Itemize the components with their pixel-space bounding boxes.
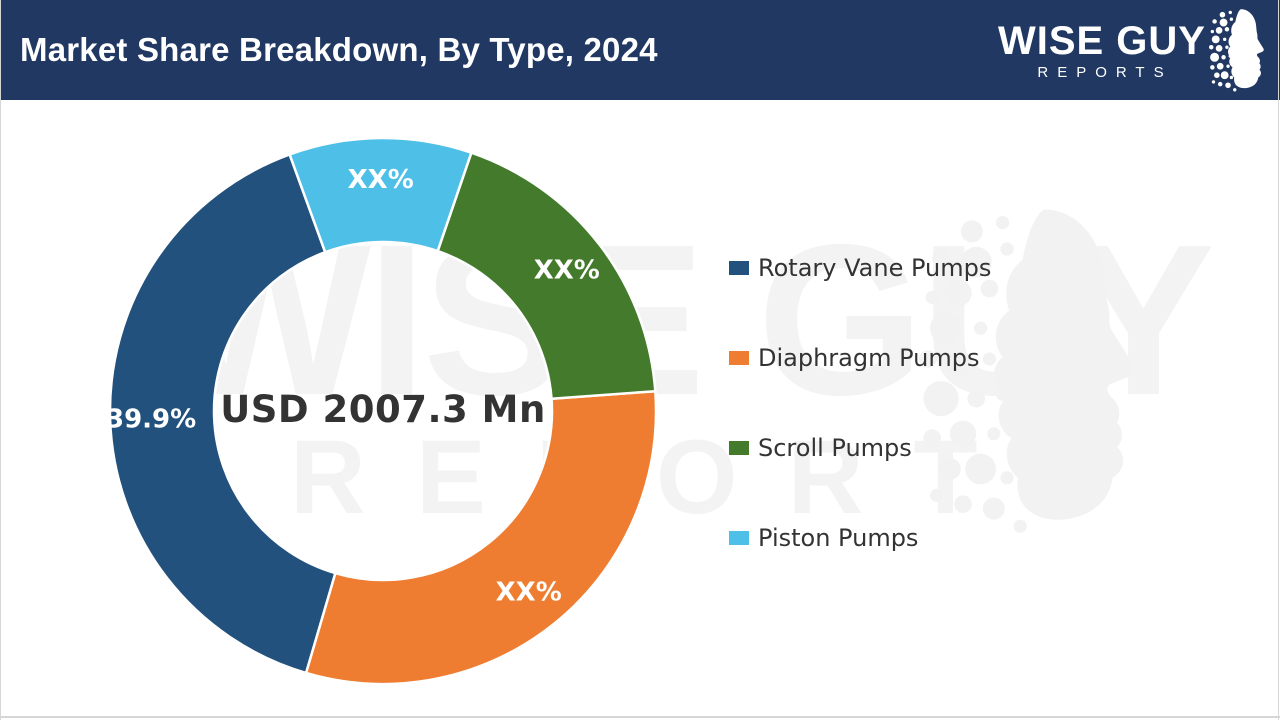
legend-label-scroll-pumps: Scroll Pumps <box>758 434 912 462</box>
donut-segment-rotary-vane-pumps <box>108 153 337 675</box>
legend-swatch-rotary-vane-pumps <box>729 261 749 275</box>
donut-segment-scroll-pumps <box>436 151 657 400</box>
chart-title: Market Share Breakdown, By Type, 2024 <box>20 31 658 68</box>
legend-label-rotary-vane-pumps: Rotary Vane Pumps <box>758 254 992 282</box>
page-border-left <box>0 0 1 720</box>
wiseguy-face-icon <box>1208 8 1266 92</box>
logo-wordmark: WISE GUY <box>997 18 1206 63</box>
wiseguy-logo: WISE GUY REPORTS <box>998 7 1266 93</box>
donut-segment-value-rotary-vane-pumps: 39.9% <box>106 404 196 434</box>
donut-chart: 39.9% XX% XX% XX% <box>106 136 658 686</box>
legend-swatch-diaphragm-pumps <box>729 351 749 365</box>
donut-segment-piston-pumps <box>288 136 473 254</box>
legend-item-rotary-vane-pumps: Rotary Vane Pumps <box>729 249 991 287</box>
legend-label-diaphragm-pumps: Diaphragm Pumps <box>758 344 980 372</box>
legend-item-piston-pumps: Piston Pumps <box>729 519 991 557</box>
donut-segment-diaphragm-pumps <box>304 389 658 686</box>
legend-label-piston-pumps: Piston Pumps <box>758 524 919 552</box>
donut-segment-value-diaphragm-pumps: XX% <box>496 578 562 608</box>
chart-legend: Rotary Vane Pumps Diaphragm Pumps Scroll P… <box>729 249 991 609</box>
page-border-bottom <box>0 716 1280 718</box>
donut-segment-value-scroll-pumps: XX% <box>534 255 600 285</box>
donut-segment-value-piston-pumps: XX% <box>348 165 414 195</box>
logo-subtitle: REPORTS <box>1037 63 1173 81</box>
page-border-right <box>1278 0 1279 720</box>
legend-item-diaphragm-pumps: Diaphragm Pumps <box>729 339 991 377</box>
legend-swatch-piston-pumps <box>729 531 749 545</box>
logo-text: WISE GUY REPORTS <box>998 20 1206 81</box>
legend-swatch-scroll-pumps <box>729 441 749 455</box>
legend-item-scroll-pumps: Scroll Pumps <box>729 429 991 467</box>
header-bar: Market Share Breakdown, By Type, 2024 WI… <box>0 0 1280 100</box>
donut-center-value: USD 2007.3 Mn <box>220 388 546 431</box>
